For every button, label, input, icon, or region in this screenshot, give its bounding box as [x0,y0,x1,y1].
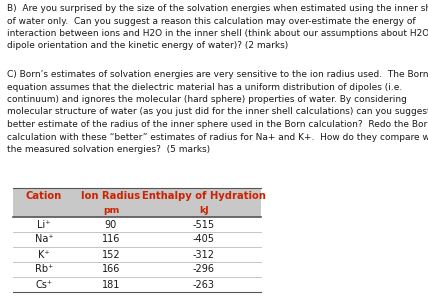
Text: Li⁺: Li⁺ [37,219,51,229]
Bar [13,217,261,232]
Text: -312: -312 [193,250,215,259]
Bar [13,247,261,262]
Text: kJ: kJ [199,206,209,215]
Text: Rb⁺: Rb⁺ [35,265,53,275]
Text: -263: -263 [193,280,215,290]
Text: Enthalpy of Hydration: Enthalpy of Hydration [142,191,266,201]
Bar [13,232,261,247]
Text: B)  Are you surprised by the size of the solvation energies when estimated using: B) Are you surprised by the size of the … [7,4,428,51]
Text: 116: 116 [102,234,120,244]
Text: -515: -515 [193,219,215,229]
Text: 90: 90 [105,219,117,229]
Text: 152: 152 [102,250,120,259]
Text: K⁺: K⁺ [38,250,50,259]
Text: C) Born’s estimates of solvation energies are very sensitive to the ion radius u: C) Born’s estimates of solvation energie… [7,70,428,154]
Text: Na⁺: Na⁺ [35,234,54,244]
Text: Ion Radius: Ion Radius [81,191,140,201]
Bar [13,188,261,217]
Text: 181: 181 [102,280,120,290]
Text: -405: -405 [193,234,215,244]
Bar [13,277,261,292]
Text: Cation: Cation [26,191,62,201]
Text: 166: 166 [102,265,120,275]
Text: pm: pm [103,206,119,215]
Text: -296: -296 [193,265,215,275]
Bar [13,262,261,277]
Text: Cs⁺: Cs⁺ [36,280,53,290]
